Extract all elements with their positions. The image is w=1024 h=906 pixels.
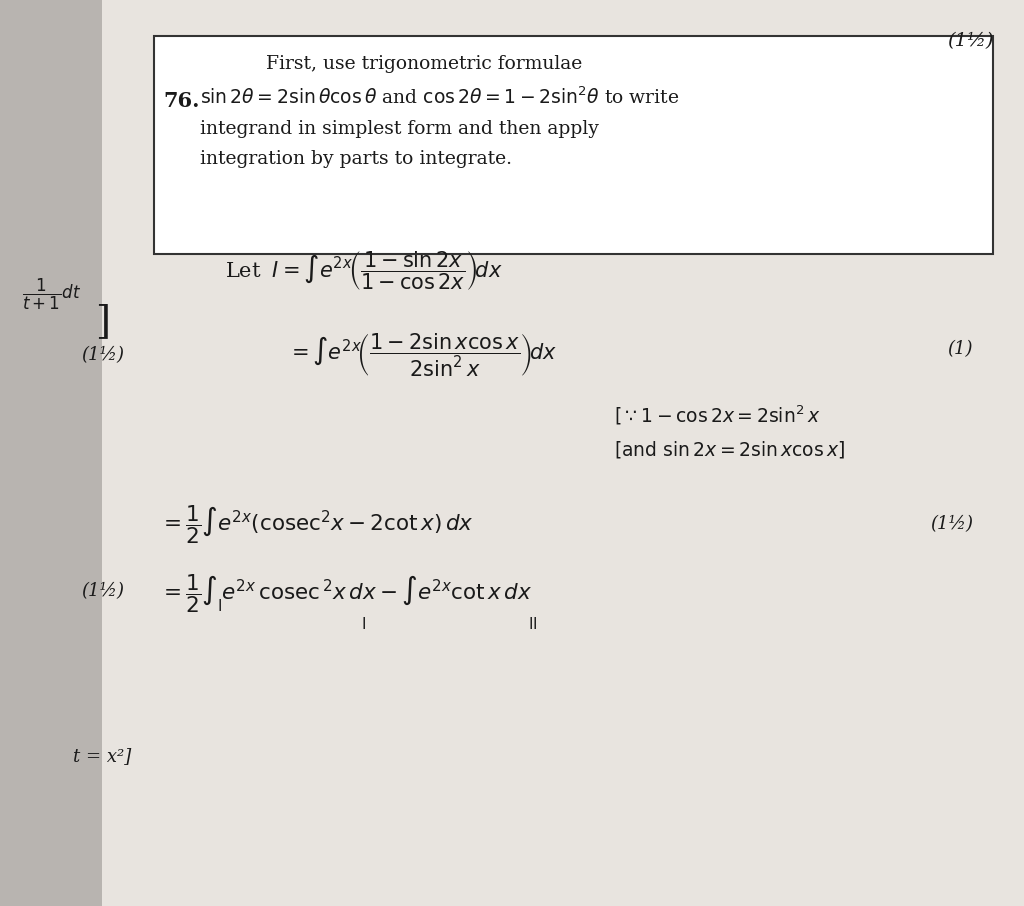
Text: $= \int e^{2x}\!\left(\dfrac{1-2\sin x\cos x}{2\sin^2 x}\right)\!dx$: $= \int e^{2x}\!\left(\dfrac{1-2\sin x\c… (287, 331, 557, 378)
FancyBboxPatch shape (0, 0, 102, 906)
Text: Let $\;I = \int e^{2x}\!\left(\dfrac{1-\sin 2x}{1-\cos 2x}\right)\!dx$: Let $\;I = \int e^{2x}\!\left(\dfrac{1-\… (225, 249, 503, 292)
Text: $\left[\text{and } \sin 2x = 2\sin x\cos x\right]$: $\left[\text{and } \sin 2x = 2\sin x\cos… (614, 439, 845, 460)
Text: (1½): (1½) (930, 515, 973, 533)
Text: t = x²]: t = x²] (74, 747, 131, 766)
Text: integrand in simplest form and then apply: integrand in simplest form and then appl… (200, 120, 599, 138)
Text: $\left[\because 1-\cos 2x = 2\sin^2 x\right.$: $\left[\because 1-\cos 2x = 2\sin^2 x\ri… (614, 403, 820, 427)
Text: (1½): (1½) (81, 582, 124, 600)
Text: $\mathrm{I}$: $\mathrm{I}$ (361, 616, 366, 632)
Text: (1): (1) (947, 340, 973, 358)
Text: integration by parts to integrate.: integration by parts to integrate. (200, 150, 512, 169)
Text: 76.: 76. (164, 91, 201, 111)
Text: $= \dfrac{1}{2}\int_{\mathrm{I}} e^{2x}\,\mathrm{cosec}^{\,2} x\,dx - \int e^{2x: $= \dfrac{1}{2}\int_{\mathrm{I}} e^{2x}\… (159, 573, 531, 615)
Text: ]: ] (95, 304, 110, 341)
Text: $= \dfrac{1}{2}\int e^{2x}(\mathrm{cosec}^2 x - 2\cot x)\,dx$: $= \dfrac{1}{2}\int e^{2x}(\mathrm{cosec… (159, 503, 473, 545)
Text: $\sin 2\theta = 2\sin\theta\cos\theta$ and $\cos 2\theta = 1-2\sin^2\!\theta$ to: $\sin 2\theta = 2\sin\theta\cos\theta$ a… (200, 86, 679, 108)
FancyBboxPatch shape (154, 36, 993, 254)
Text: First, use trigonometric formulae: First, use trigonometric formulae (266, 55, 583, 73)
Text: (1½): (1½) (81, 346, 124, 364)
Text: $\mathrm{II}$: $\mathrm{II}$ (527, 616, 538, 632)
Text: $\dfrac{1}{t+1}dt$: $\dfrac{1}{t+1}dt$ (22, 276, 81, 312)
Text: (1½): (1½) (947, 32, 993, 50)
FancyBboxPatch shape (82, 0, 1024, 906)
